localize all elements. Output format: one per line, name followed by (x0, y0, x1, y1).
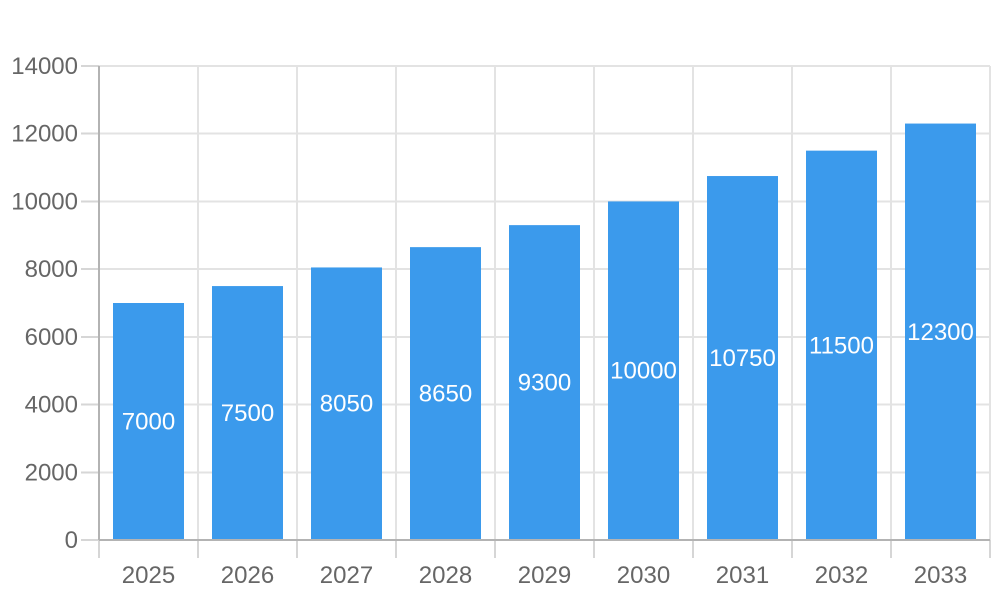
y-tick-label: 8000 (25, 256, 78, 283)
bar-value-label: 8650 (419, 381, 472, 408)
bar[interactable] (509, 225, 580, 540)
x-tick-label: 2032 (815, 562, 868, 589)
bar[interactable] (905, 123, 976, 541)
bar-value-label: 9300 (518, 370, 571, 397)
bar[interactable] (806, 150, 877, 540)
x-tick-label: 2026 (221, 562, 274, 589)
y-tick-label: 14000 (11, 53, 78, 80)
y-tick-label: 0 (65, 527, 78, 554)
bar-value-label: 11500 (809, 332, 874, 359)
y-tick-label: 10000 (11, 188, 78, 215)
bar-value-label: 10000 (610, 358, 677, 385)
x-tick-label: 2029 (518, 562, 571, 589)
y-tick-label: 2000 (25, 459, 78, 486)
bar[interactable] (113, 303, 184, 540)
bar-value-label: 8050 (320, 391, 373, 418)
x-tick-label: 2027 (320, 562, 373, 589)
bar-value-label: 7500 (221, 400, 274, 427)
x-tick-label: 2028 (419, 562, 472, 589)
bar-value-label: 10750 (709, 345, 776, 372)
y-tick-label: 4000 (25, 392, 78, 419)
bar[interactable] (410, 247, 481, 540)
bar[interactable] (212, 286, 283, 540)
x-tick-label: 2025 (122, 562, 175, 589)
x-tick-label: 2033 (914, 562, 967, 589)
bar-value-label: 12300 (907, 319, 974, 346)
bar[interactable] (707, 176, 778, 541)
bar[interactable] (608, 201, 679, 540)
x-tick-label: 2030 (617, 562, 670, 589)
bar[interactable] (311, 267, 382, 540)
y-tick-label: 6000 (25, 324, 78, 351)
y-tick-label: 12000 (11, 121, 78, 148)
bar-value-label: 7000 (122, 409, 175, 436)
x-tick-label: 2031 (716, 562, 769, 589)
